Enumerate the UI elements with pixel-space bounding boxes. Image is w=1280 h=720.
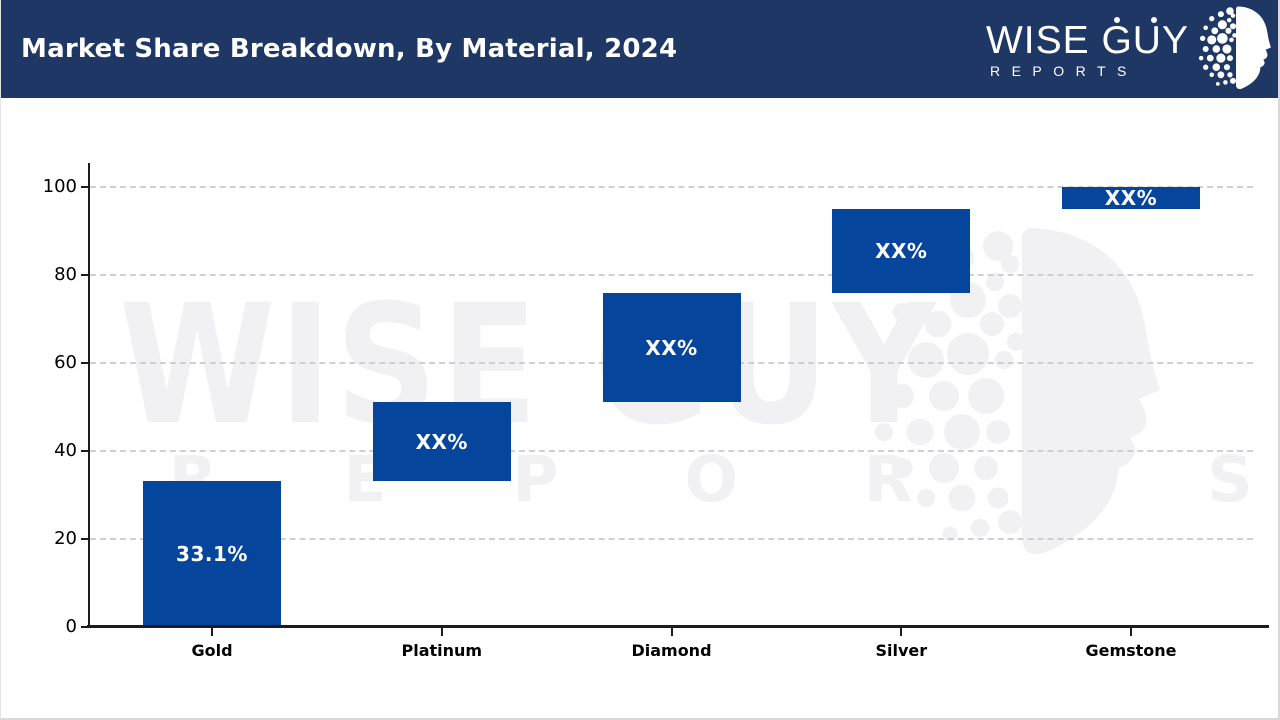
y-tick-label: 40 (54, 439, 77, 461)
bar-value-label: 33.1% (176, 542, 248, 567)
y-tick-mark (81, 185, 89, 188)
y-tick-mark (81, 537, 89, 540)
header-bar: Market Share Breakdown, By Material, 202… (1, 0, 1278, 98)
y-tick-mark (81, 449, 89, 452)
gridline-y-80 (90, 273, 1253, 276)
y-tick-label: 100 (42, 175, 77, 197)
y-tick-mark (81, 626, 89, 628)
page-title: Market Share Breakdown, By Material, 202… (21, 34, 678, 64)
brand-name: WISE GUY (985, 18, 1189, 62)
y-tick-label: 20 (54, 527, 77, 549)
x-category-label-platinum: Platinum (401, 641, 483, 660)
brand-logo: WISE GUY REPORTS (985, 0, 1278, 98)
brand-subname: REPORTS (989, 62, 1138, 79)
x-category-label-silver: Silver (875, 641, 928, 660)
bar-value-label: XX% (645, 335, 698, 360)
y-tick-mark (81, 273, 89, 276)
x-tick-mark (440, 628, 443, 636)
logo-accent-dot (1113, 16, 1120, 23)
bar-value-label: XX% (875, 238, 928, 263)
x-category-label-diamond: Diamond (631, 641, 712, 660)
x-tick-mark (900, 628, 903, 636)
bar-gold: 33.1% (143, 481, 281, 627)
x-axis-line (87, 625, 1269, 628)
y-tick-label: 60 (54, 351, 77, 373)
watermark-text-primary: WISE GUY (119, 269, 939, 461)
y-axis-line (88, 163, 90, 628)
bar-diamond: XX% (602, 293, 741, 403)
logo-accent-dot (1150, 16, 1157, 23)
x-tick-mark (1130, 628, 1132, 636)
y-tick-label: 0 (65, 616, 77, 637)
x-tick-mark (211, 628, 213, 636)
bar-silver: XX% (832, 208, 971, 294)
bar-platinum: XX% (372, 402, 511, 482)
dotted-head-logo-icon (1198, 6, 1271, 90)
x-category-label-gemstone: Gemstone (1085, 641, 1177, 660)
brand-logo-text: WISE GUY REPORTS (985, 16, 1189, 79)
bar-value-label: XX% (415, 429, 468, 454)
y-tick-mark (81, 361, 89, 364)
gridline-y-40 (90, 449, 1253, 452)
y-tick-label: 80 (54, 263, 77, 285)
gridline-y-100 (90, 185, 1253, 188)
gridline-y-20 (90, 537, 1253, 540)
x-tick-mark (670, 628, 673, 636)
bar-value-label: XX% (1104, 185, 1158, 210)
x-category-label-gold: Gold (191, 641, 233, 660)
bar-gemstone: XX% (1062, 185, 1200, 210)
